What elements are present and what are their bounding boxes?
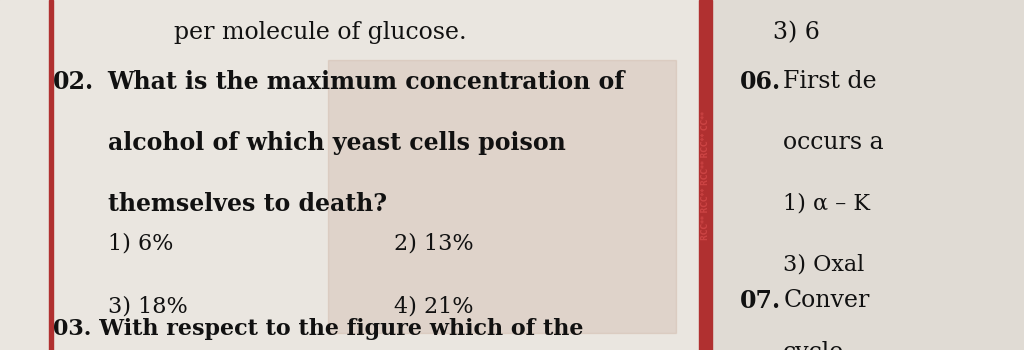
- Text: What is the maximum concentration of: What is the maximum concentration of: [108, 70, 625, 94]
- Text: First de: First de: [783, 70, 877, 93]
- Bar: [328, 60, 676, 332]
- Text: Conver: Conver: [783, 289, 869, 312]
- Text: 02.: 02.: [53, 70, 94, 94]
- Text: RCC** RCC** RCC** RCC** CC**: RCC** RCC** RCC** RCC** CC**: [701, 111, 710, 239]
- Text: alcohol of which yeast cells poison: alcohol of which yeast cells poison: [108, 131, 565, 155]
- Text: 2) 13%: 2) 13%: [394, 233, 474, 255]
- Text: occurs a: occurs a: [783, 131, 884, 154]
- Text: 4) 21%: 4) 21%: [394, 296, 474, 318]
- Text: themselves to death?: themselves to death?: [108, 193, 387, 217]
- Bar: [712, 0, 1024, 350]
- Bar: [0, 0, 699, 350]
- Text: 3) 18%: 3) 18%: [108, 296, 187, 318]
- Text: 1) 6%: 1) 6%: [108, 233, 173, 255]
- Bar: [49, 0, 53, 350]
- Text: 3) Oxal: 3) Oxal: [783, 254, 864, 276]
- Text: per molecule of glucose.: per molecule of glucose.: [174, 21, 467, 44]
- Bar: [699, 0, 712, 350]
- Text: cycle: cycle: [783, 341, 845, 350]
- Text: 03. With respect to the figure which of the: 03. With respect to the figure which of …: [53, 317, 584, 339]
- Text: 07.: 07.: [740, 289, 781, 313]
- Text: 06.: 06.: [740, 70, 781, 94]
- Text: 3) 6: 3) 6: [773, 21, 820, 44]
- Text: 1) α – K: 1) α – K: [783, 193, 870, 215]
